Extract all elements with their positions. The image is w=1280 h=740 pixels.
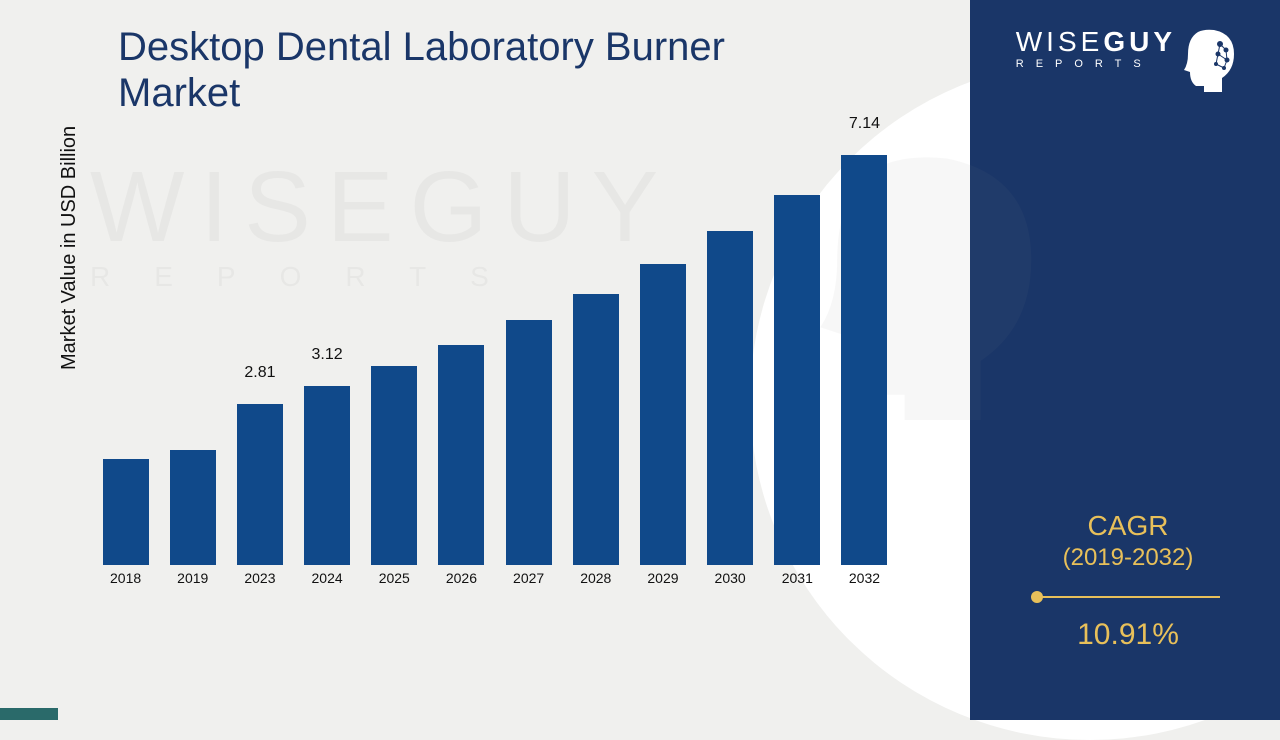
x-tick-label: 2030 <box>705 570 756 586</box>
bar <box>438 345 484 566</box>
x-tick-label: 2026 <box>436 570 487 586</box>
brand-logo: WISEGUY REPORTS <box>1016 28 1238 92</box>
logo-word-guy: GUY <box>1103 26 1176 57</box>
x-tick-label: 2031 <box>772 570 823 586</box>
logo-subtext: REPORTS <box>1016 58 1176 70</box>
bar-group <box>167 135 218 565</box>
bar <box>640 264 686 565</box>
x-tick-label: 2027 <box>503 570 554 586</box>
bar-group: 7.14 <box>839 135 890 565</box>
x-tick-label: 2029 <box>637 570 688 586</box>
bar-value-label: 2.81 <box>244 364 275 382</box>
bar-group: 2.81 <box>234 135 285 565</box>
x-tick-label: 2028 <box>570 570 621 586</box>
bar <box>304 386 350 565</box>
bar-group: 3.12 <box>302 135 353 565</box>
bar <box>371 366 417 565</box>
bar-group <box>570 135 621 565</box>
cagr-value: 10.91% <box>1018 618 1238 652</box>
x-tick-label: 2018 <box>100 570 151 586</box>
bar <box>237 404 283 565</box>
bar-group <box>436 135 487 565</box>
cagr-divider <box>1036 596 1220 598</box>
cagr-title: CAGR <box>1018 510 1238 542</box>
bar-group <box>369 135 420 565</box>
bar-group <box>705 135 756 565</box>
root: WISEGUY REPORTS Desktop De <box>0 0 1280 720</box>
bar-value-label: 7.14 <box>849 115 880 133</box>
bar <box>573 294 619 565</box>
bar-group <box>772 135 823 565</box>
logo-text: WISEGUY <box>1016 28 1176 56</box>
bar <box>707 231 753 565</box>
chart-title: Desktop Dental Laboratory Burner Market <box>118 24 818 116</box>
head-icon <box>1182 28 1238 92</box>
cagr-period: (2019-2032) <box>1018 544 1238 572</box>
bar <box>103 459 149 565</box>
bottom-accent-bar <box>0 708 58 720</box>
bar <box>170 450 216 565</box>
logo-word-wise: WISE <box>1016 26 1104 57</box>
bar-value-label: 3.12 <box>312 346 343 364</box>
x-tick-label: 2024 <box>302 570 353 586</box>
x-tick-label: 2023 <box>234 570 285 586</box>
bar <box>841 155 887 565</box>
x-tick-label: 2032 <box>839 570 890 586</box>
x-ticks-container: 2018 2019 2023 2024 2025 2026 2027 2028 2029 2030… <box>100 570 890 586</box>
bar-group <box>100 135 151 565</box>
cagr-block: CAGR (2019-2032) 10.91% <box>1018 510 1238 652</box>
bar-group <box>503 135 554 565</box>
bar-group <box>637 135 688 565</box>
chart-area: 2.81 3.12 7.14 <box>100 135 890 565</box>
x-tick-label: 2025 <box>369 570 420 586</box>
bar <box>506 320 552 565</box>
x-tick-label: 2019 <box>167 570 218 586</box>
bar <box>774 195 820 565</box>
y-axis-label: Market Value in USD Billion <box>58 126 81 370</box>
bars-container: 2.81 3.12 7.14 <box>100 135 890 565</box>
